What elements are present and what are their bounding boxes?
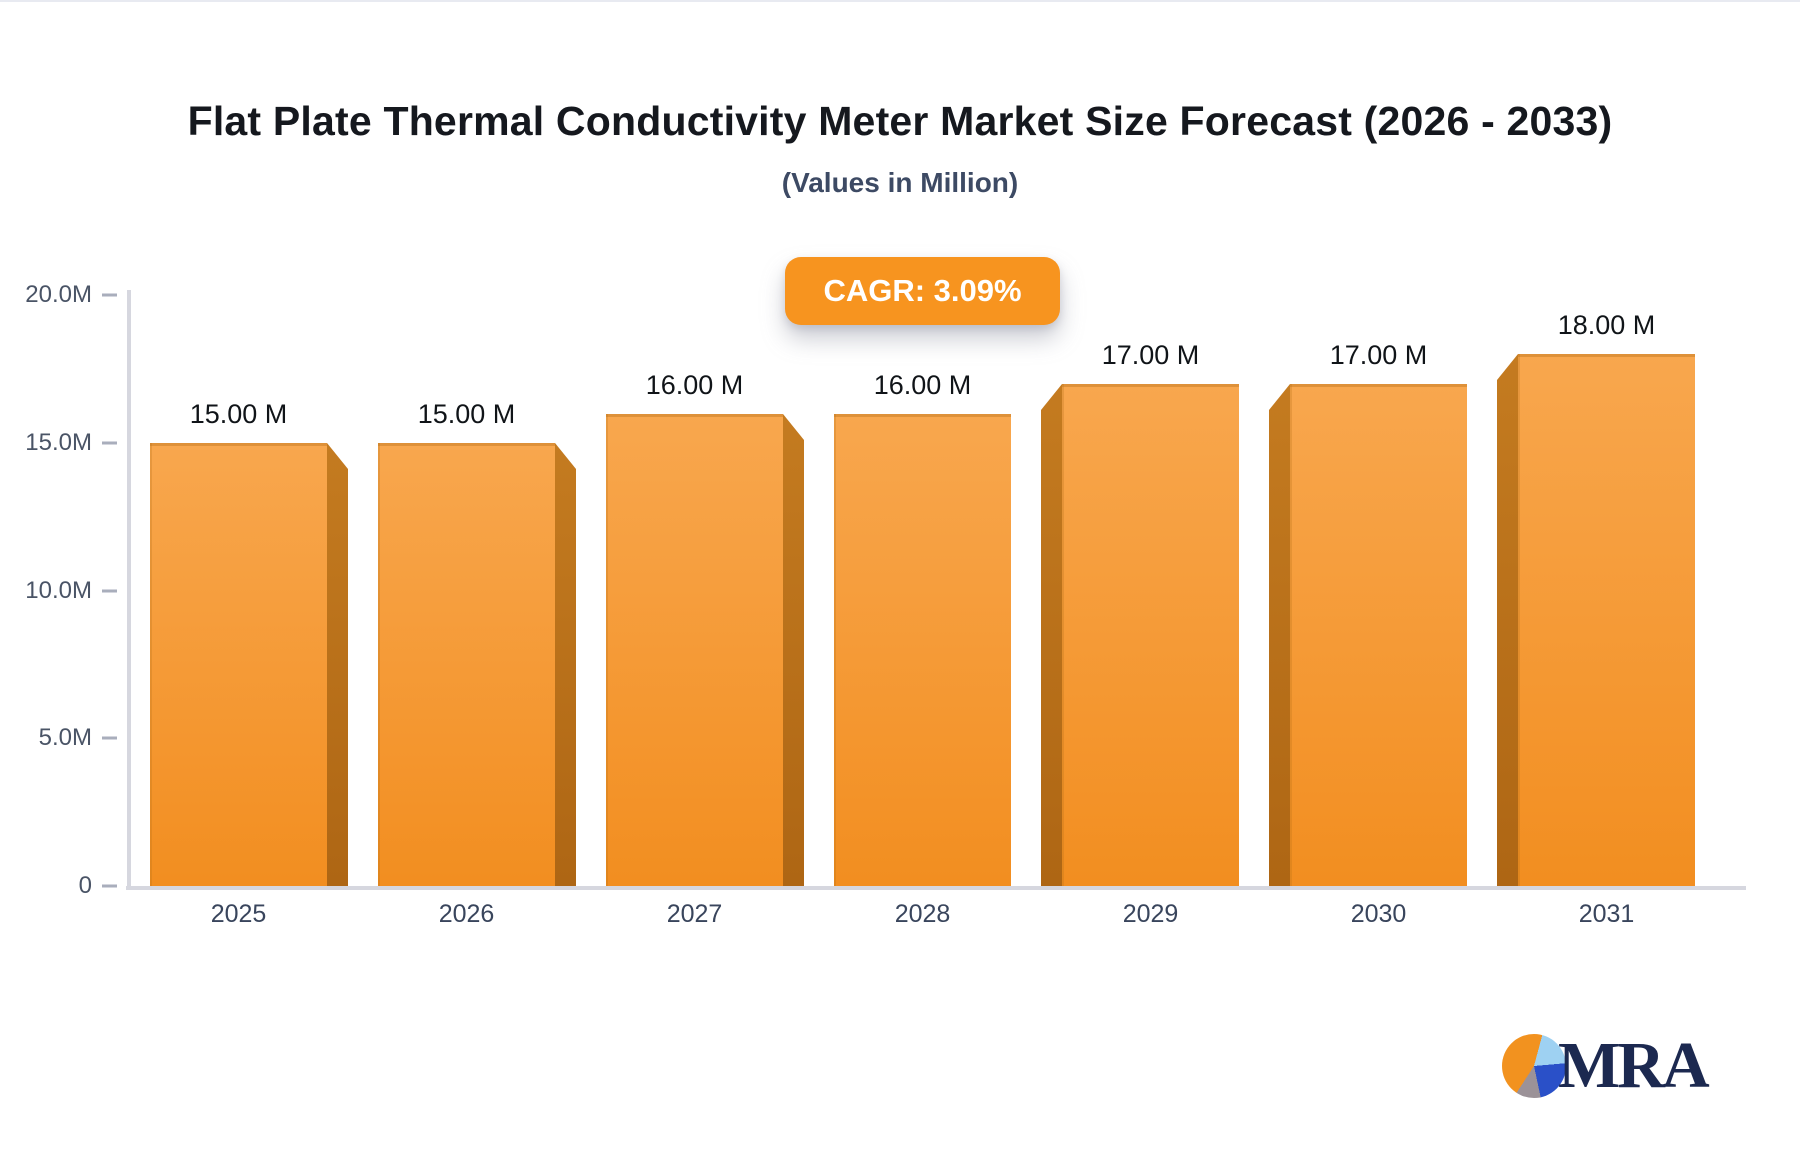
bar-side-2031 bbox=[1497, 354, 1518, 886]
x-axis-label: 2031 bbox=[1578, 900, 1635, 928]
bar-value-label: 17.00 M bbox=[1101, 340, 1200, 370]
bar-value-label: 15.00 M bbox=[189, 399, 288, 429]
bar-side-2029 bbox=[1041, 384, 1062, 886]
y-axis-tick bbox=[102, 736, 117, 740]
y-axis-tick bbox=[102, 884, 117, 888]
bar-side-2027 bbox=[783, 414, 804, 886]
bar-value-label: 16.00 M bbox=[645, 370, 744, 400]
y-axis-tick bbox=[102, 293, 117, 297]
bar-2029 bbox=[1062, 384, 1239, 886]
y-axis-tick bbox=[102, 589, 117, 593]
brand-name: MRA bbox=[1558, 1029, 1710, 1102]
y-axis-label: 5.0M bbox=[38, 724, 92, 752]
y-axis-tick bbox=[102, 441, 117, 445]
y-axis-line bbox=[127, 290, 131, 886]
x-axis-label: 2027 bbox=[666, 900, 723, 928]
y-axis-label: 15.0M bbox=[25, 429, 92, 457]
x-axis-label: 2028 bbox=[894, 900, 951, 928]
cagr-badge: CAGR: 3.09% bbox=[785, 257, 1060, 325]
bar-value-label: 15.00 M bbox=[417, 399, 516, 429]
x-axis-label: 2025 bbox=[210, 900, 267, 928]
x-axis-label: 2026 bbox=[438, 900, 495, 928]
brand-logo: MRA bbox=[1502, 1029, 1710, 1102]
x-axis-label: 2029 bbox=[1122, 900, 1179, 928]
bar-2031 bbox=[1518, 354, 1695, 886]
bar-2025 bbox=[150, 443, 327, 886]
page-title: Flat Plate Thermal Conductivity Meter Ma… bbox=[187, 98, 1613, 144]
bar-2028 bbox=[834, 414, 1011, 886]
bar-value-label: 16.00 M bbox=[873, 370, 972, 400]
x-axis-label: 2030 bbox=[1350, 900, 1407, 928]
bar-value-label: 18.00 M bbox=[1557, 310, 1656, 340]
page-subtitle: (Values in Million) bbox=[781, 167, 1019, 198]
pie-chart-icon bbox=[1502, 1034, 1566, 1098]
y-axis-label: 0 bbox=[78, 872, 92, 899]
y-axis-label: 20.0M bbox=[25, 281, 92, 309]
y-axis-label: 10.0M bbox=[25, 576, 92, 604]
bar-2030 bbox=[1290, 384, 1467, 886]
bar-2026 bbox=[378, 443, 555, 886]
bar-side-2026 bbox=[555, 443, 576, 886]
bar-2027 bbox=[606, 414, 783, 886]
bar-value-label: 17.00 M bbox=[1329, 340, 1428, 370]
bar-side-2030 bbox=[1269, 384, 1290, 886]
bar-side-2025 bbox=[327, 443, 348, 886]
x-axis-line bbox=[126, 886, 1746, 890]
